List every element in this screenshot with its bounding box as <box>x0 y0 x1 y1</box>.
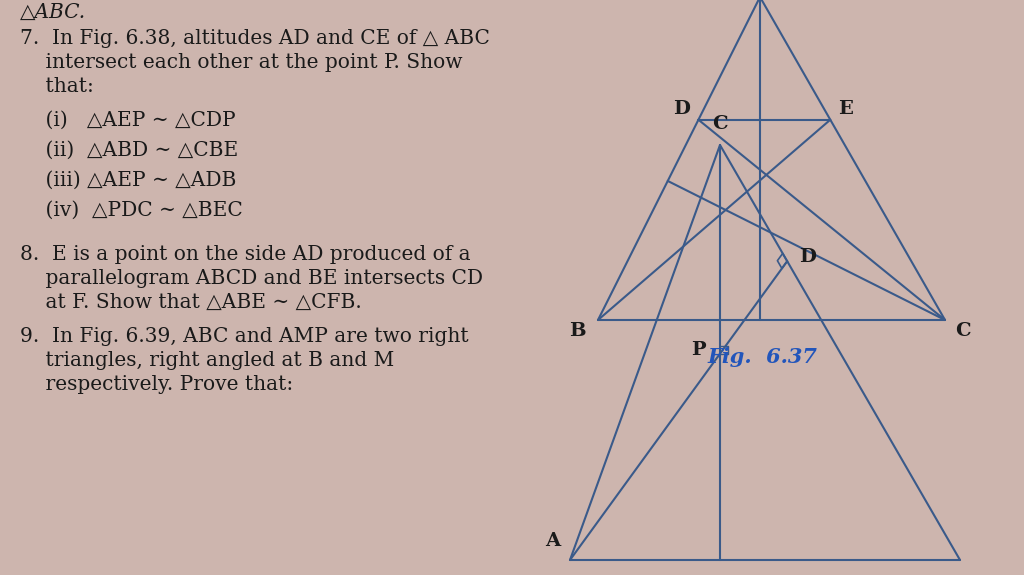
Text: △ABC.: △ABC. <box>20 3 86 22</box>
Text: at F. Show that △ABE ∼ △CFB.: at F. Show that △ABE ∼ △CFB. <box>20 293 361 312</box>
Text: that:: that: <box>20 77 94 96</box>
Text: (iv)  △PDC ∼ △BEC: (iv) △PDC ∼ △BEC <box>20 201 243 220</box>
Text: intersect each other at the point P. Show: intersect each other at the point P. Sho… <box>20 53 463 72</box>
Text: B: B <box>569 322 586 340</box>
Text: (ii)  △ABD ∼ △CBE: (ii) △ABD ∼ △CBE <box>20 141 239 160</box>
Text: 7.  In Fig. 6.38, altitudes AD and CE of △ ABC: 7. In Fig. 6.38, altitudes AD and CE of … <box>20 29 489 48</box>
Text: C: C <box>955 322 971 340</box>
Text: respectively. Prove that:: respectively. Prove that: <box>20 375 293 394</box>
Text: parallelogram ABCD and BE intersects CD: parallelogram ABCD and BE intersects CD <box>20 269 483 288</box>
Text: (i)   △AEP ∼ △CDP: (i) △AEP ∼ △CDP <box>20 111 236 130</box>
Text: (iii) △AEP ∼ △ADB: (iii) △AEP ∼ △ADB <box>20 171 237 190</box>
Text: Fig.  6.37: Fig. 6.37 <box>707 347 817 367</box>
Text: 8.  E is a point on the side AD produced of a: 8. E is a point on the side AD produced … <box>20 245 471 264</box>
Text: P: P <box>691 340 706 359</box>
Text: E: E <box>839 99 853 118</box>
Text: triangles, right angled at B and M: triangles, right angled at B and M <box>20 351 394 370</box>
Text: A: A <box>545 532 560 550</box>
Text: C: C <box>712 115 728 133</box>
Text: D: D <box>799 248 816 266</box>
Text: 9.  In Fig. 6.39, ABC and AMP are two right: 9. In Fig. 6.39, ABC and AMP are two rig… <box>20 327 469 346</box>
Text: D: D <box>674 99 690 118</box>
